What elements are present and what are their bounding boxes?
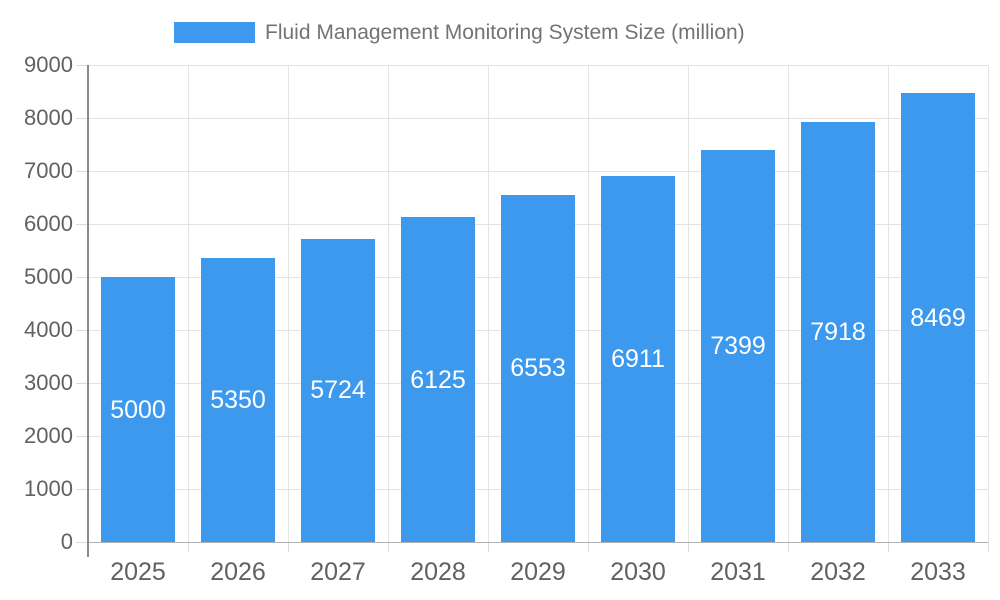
- y-tick: [76, 223, 88, 225]
- x-tick: [987, 542, 989, 552]
- x-axis-tick-label: 2031: [710, 558, 766, 586]
- bar-2033[interactable]: [901, 93, 975, 542]
- y-axis-tick-label: 3000: [24, 370, 73, 395]
- v-gridline: [187, 65, 189, 542]
- bar-2031[interactable]: [701, 149, 775, 542]
- y-tick: [76, 276, 88, 278]
- y-axis-tick-label: 5000: [24, 264, 73, 289]
- y-axis-tick-label: 1000: [24, 476, 73, 501]
- bar-value-label: 7918: [810, 318, 866, 347]
- y-axis-tick-label: 9000: [24, 52, 73, 77]
- x-tick: [587, 542, 589, 552]
- legend-label: Fluid Management Monitoring System Size …: [265, 20, 745, 44]
- h-gridline: [88, 170, 988, 172]
- x-tick: [287, 542, 289, 552]
- y-axis-tick-label: 0: [60, 529, 73, 554]
- bar-value-label: 8469: [910, 303, 966, 332]
- x-tick: [387, 542, 389, 552]
- legend-swatch-icon: [174, 22, 255, 43]
- x-axis-tick-label: 2033: [910, 558, 966, 586]
- x-axis-tick-label: 2030: [610, 558, 666, 586]
- x-axis-tick-label: 2029: [510, 558, 566, 586]
- y-axis-tick-label: 8000: [24, 105, 73, 130]
- bar-2027[interactable]: [301, 238, 375, 542]
- y-tick: [76, 117, 88, 119]
- bar-value-label: 5000: [110, 395, 166, 424]
- y-tick: [76, 382, 88, 384]
- x-tick: [787, 542, 789, 552]
- y-axis-tick-label: 2000: [24, 423, 73, 448]
- bar-value-label: 5350: [210, 386, 266, 415]
- y-tick: [76, 435, 88, 437]
- x-axis-tick-label: 2028: [410, 558, 466, 586]
- v-gridline: [387, 65, 389, 542]
- y-axis-tick-label: 4000: [24, 317, 73, 342]
- bar-2032[interactable]: [801, 122, 875, 542]
- y-axis-line: [87, 65, 89, 557]
- x-tick: [187, 542, 189, 552]
- h-gridline: [88, 64, 988, 66]
- bar-2028[interactable]: [401, 217, 475, 542]
- v-gridline: [887, 65, 889, 542]
- bar-2029[interactable]: [501, 194, 575, 542]
- v-gridline: [787, 65, 789, 542]
- v-gridline: [987, 65, 989, 542]
- bar-value-label: 7399: [710, 331, 766, 360]
- v-gridline: [687, 65, 689, 542]
- v-gridline: [487, 65, 489, 542]
- x-tick: [487, 542, 489, 552]
- y-tick: [76, 541, 88, 543]
- x-axis-tick-label: 2027: [310, 558, 366, 586]
- bar-2030[interactable]: [601, 175, 675, 542]
- bar-value-label: 6553: [510, 354, 566, 383]
- y-tick: [76, 329, 88, 331]
- bar-value-label: 6911: [611, 344, 665, 373]
- y-axis-tick-label: 7000: [24, 158, 73, 183]
- x-axis-tick-label: 2026: [210, 558, 266, 586]
- x-tick: [887, 542, 889, 552]
- x-tick: [687, 542, 689, 552]
- x-axis-tick-label: 2032: [810, 558, 866, 586]
- v-gridline: [287, 65, 289, 542]
- bar-value-label: 5724: [310, 376, 366, 405]
- y-tick: [76, 170, 88, 172]
- bar-2025[interactable]: [101, 277, 175, 542]
- y-tick: [76, 488, 88, 490]
- v-gridline: [587, 65, 589, 542]
- x-axis-baseline: [88, 541, 988, 543]
- h-gridline: [88, 117, 988, 119]
- bar-2026[interactable]: [201, 258, 275, 542]
- x-axis-tick-label: 2025: [110, 558, 166, 586]
- y-tick: [76, 64, 88, 66]
- y-axis-tick-label: 6000: [24, 211, 73, 236]
- bar-value-label: 6125: [410, 365, 466, 394]
- legend[interactable]: Fluid Management Monitoring System Size …: [174, 21, 745, 44]
